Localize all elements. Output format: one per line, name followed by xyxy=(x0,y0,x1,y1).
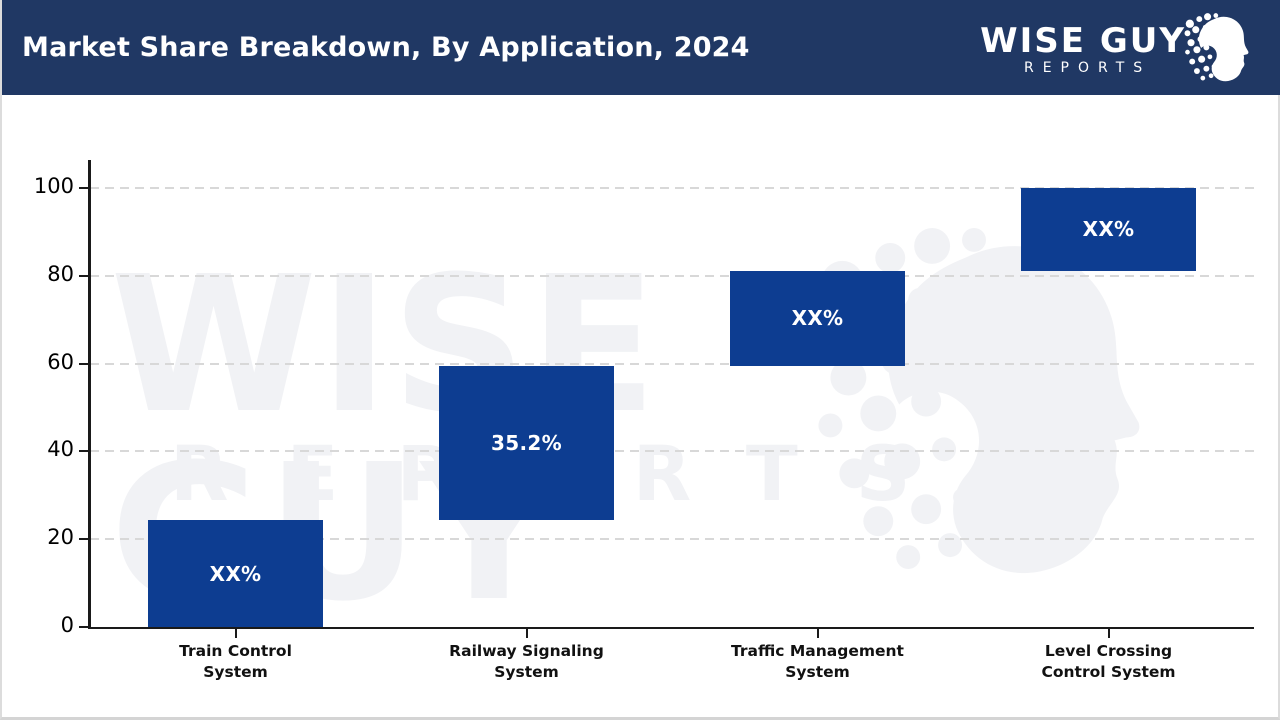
gridline-100 xyxy=(90,187,1254,189)
y-tick-label-100: 100 xyxy=(33,174,74,198)
y-tick-label-60: 60 xyxy=(47,349,74,374)
bar-value-label-level-crossing-control-system: XX% xyxy=(1082,217,1135,242)
header: Market Share Breakdown, By Application, … xyxy=(2,0,1280,95)
x-category-label-level-crossing-control-system: Level Crossing Control System xyxy=(1041,641,1175,683)
x-category-label-line: Railway Signaling xyxy=(449,642,604,660)
y-tick-mark-40 xyxy=(79,450,88,453)
y-tick-mark-20 xyxy=(79,538,88,541)
x-category-label-line: Level Crossing xyxy=(1044,642,1173,660)
x-category-label-railway-signaling-system: Railway Signaling System xyxy=(449,641,604,683)
bar-train-control-system: XX% xyxy=(148,520,323,627)
x-category-label-traffic-management-system: Traffic Management System xyxy=(731,641,904,683)
page-title: Market Share Breakdown, By Application, … xyxy=(22,32,750,63)
bar-value-label-train-control-system: XX% xyxy=(209,561,262,586)
bar-traffic-management-system: XX% xyxy=(730,270,905,366)
x-category-label-line: Train Control xyxy=(179,642,292,660)
y-tick-label-80: 80 xyxy=(47,261,74,286)
x-category-label-train-control-system: Train Control System xyxy=(179,641,292,683)
y-tick-label-20: 20 xyxy=(47,525,74,550)
y-tick-label-40: 40 xyxy=(47,437,74,462)
y-tick-mark-0 xyxy=(79,626,88,628)
x-category-label-line: Traffic Management xyxy=(731,642,904,660)
logo-wordmark: WISE GUY xyxy=(980,21,1186,61)
y-tick-mark-60 xyxy=(79,362,88,365)
x-category-label-line: System xyxy=(203,662,268,681)
bar-level-crossing-control-system: XX% xyxy=(1021,188,1196,271)
waterfall-chart-plot: 0 20 40 60 80 100 XX% Train Control System 35.2% R… xyxy=(34,160,1254,681)
x-tick-mark-train-control-system xyxy=(234,629,237,638)
x-tick-mark-traffic-management-system xyxy=(816,629,819,638)
y-axis-spine xyxy=(88,160,91,627)
y-tick-mark-100 xyxy=(79,187,88,189)
gridline-20 xyxy=(90,538,1254,541)
x-tick-mark-railway-signaling-system xyxy=(525,629,528,638)
y-tick-label-0: 0 xyxy=(60,613,74,637)
y-tick-mark-80 xyxy=(79,274,88,277)
gridline-40 xyxy=(90,450,1254,453)
gridline-80 xyxy=(90,274,1254,277)
bar-value-label-railway-signaling-system: 35.2% xyxy=(491,431,562,456)
x-axis-spine xyxy=(88,626,1254,629)
gridline-60 xyxy=(90,362,1254,365)
wiseguy-logo: WISE GUY REPORTS xyxy=(980,12,1256,84)
x-category-label-line: System xyxy=(785,662,850,681)
logo-text: WISE GUY REPORTS xyxy=(980,24,1186,75)
bar-value-label-traffic-management-system: XX% xyxy=(791,306,844,331)
bar-railway-signaling-system: 35.2% xyxy=(439,365,614,521)
wiseguy-face-icon xyxy=(1184,12,1249,81)
logo-subtitle: REPORTS xyxy=(1023,60,1152,76)
x-tick-mark-level-crossing-control-system xyxy=(1107,629,1110,638)
x-category-label-line: Control System xyxy=(1041,662,1176,681)
x-category-label-line: System xyxy=(494,662,559,681)
